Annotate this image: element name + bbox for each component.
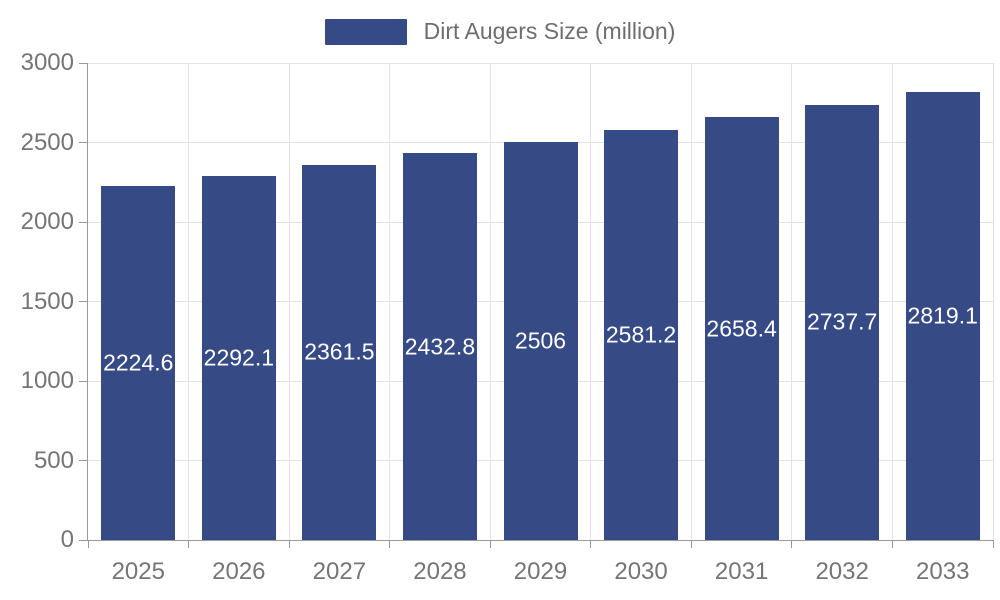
bar-value-label: 2658.4 xyxy=(706,315,777,342)
bar-value-label: 2819.1 xyxy=(907,302,978,329)
y-axis-tick-label: 0 xyxy=(60,526,74,553)
x-axis-tick-label: 2029 xyxy=(513,558,568,585)
y-axis-tick xyxy=(79,221,87,223)
bar-2029[interactable] xyxy=(503,141,578,540)
x-axis-tick xyxy=(891,540,893,548)
x-axis-tick-label: 2028 xyxy=(413,558,467,585)
bar-value-label: 2292.1 xyxy=(203,344,275,371)
plot-area: 0 500 1000 1500 2000 2500 3000 2224.6 2025 2292.1… xyxy=(21,49,994,585)
bar-2028[interactable] xyxy=(402,153,477,540)
gridline-vertical xyxy=(791,63,793,540)
bar-2025[interactable] xyxy=(101,186,176,540)
x-axis-tick-label: 2030 xyxy=(614,558,668,585)
y-axis-tick xyxy=(79,142,87,143)
x-axis-tick xyxy=(590,540,592,548)
gridline-vertical xyxy=(992,63,994,540)
x-axis-line xyxy=(79,540,993,541)
y-axis-tick-label: 3000 xyxy=(20,49,74,76)
x-axis-tick-label: 2032 xyxy=(815,558,869,585)
bar-value-label: 2737.7 xyxy=(806,308,878,335)
bar-value-label: 2224.6 xyxy=(103,349,174,376)
y-axis-tick-label: 500 xyxy=(33,446,74,474)
x-axis-tick xyxy=(791,540,793,548)
y-axis-tick-label: 1000 xyxy=(20,367,74,394)
bar-2030[interactable] xyxy=(604,129,679,540)
y-axis-tick xyxy=(79,460,87,461)
gridline-vertical xyxy=(690,63,692,540)
bar-value-label: 2432.8 xyxy=(404,333,476,360)
bar-2027[interactable] xyxy=(302,164,377,540)
x-axis-tick xyxy=(188,540,190,548)
x-axis-tick xyxy=(288,540,290,548)
bar-2033[interactable] xyxy=(905,91,980,540)
x-axis-tick-label: 2025 xyxy=(111,558,165,585)
gridline-vertical xyxy=(188,63,190,540)
bar-value-label: 2581.2 xyxy=(605,321,677,348)
y-axis-tick xyxy=(79,301,87,302)
bar-2031[interactable] xyxy=(704,117,779,540)
y-axis-tick xyxy=(79,62,87,64)
gridline-vertical xyxy=(288,63,290,540)
y-axis-tick-label: 1500 xyxy=(20,287,74,315)
gridline-horizontal xyxy=(88,62,993,64)
x-axis-tick xyxy=(992,540,994,548)
x-axis-tick-label: 2026 xyxy=(212,558,266,585)
gridline-vertical xyxy=(489,63,491,540)
x-axis-tick xyxy=(87,540,89,548)
x-axis-tick-label: 2027 xyxy=(312,558,367,585)
gridline-vertical xyxy=(389,63,391,540)
bar-value-label: 2361.5 xyxy=(304,338,375,365)
chart-legend[interactable]: Dirt Augers Size (million) xyxy=(0,18,1000,45)
legend-label: Dirt Augers Size (million) xyxy=(423,18,676,44)
bar-value-label: 2506 xyxy=(514,327,567,354)
y-axis-tick-label: 2500 xyxy=(20,128,74,156)
y-axis-line xyxy=(87,63,88,540)
y-axis-tick-label: 2000 xyxy=(20,208,74,235)
gridline-vertical xyxy=(891,63,893,540)
gridline-vertical xyxy=(590,63,592,540)
bar-2032[interactable] xyxy=(805,104,880,540)
x-axis-tick xyxy=(489,540,491,548)
y-axis-tick xyxy=(79,380,87,382)
x-axis-tick-label: 2033 xyxy=(916,558,970,585)
x-axis-tick-label: 2031 xyxy=(714,558,769,585)
bar-2026[interactable] xyxy=(201,175,276,540)
x-axis-tick xyxy=(690,540,692,548)
legend-swatch xyxy=(324,18,407,45)
x-axis-tick xyxy=(389,540,391,548)
